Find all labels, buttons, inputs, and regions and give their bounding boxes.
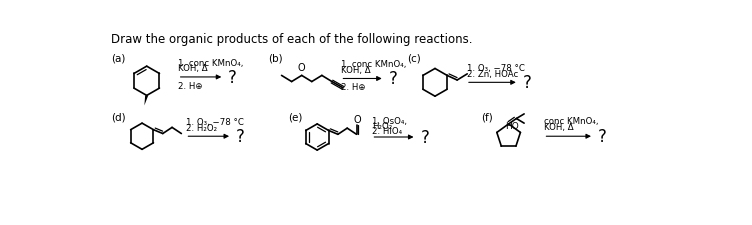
Text: (a): (a)	[111, 53, 126, 63]
Text: 2. H⊕: 2. H⊕	[341, 83, 366, 92]
Text: ?: ?	[228, 69, 237, 87]
Text: H₂O₂: H₂O₂	[372, 122, 393, 130]
Text: ?: ?	[598, 128, 607, 146]
Text: 1. O₃, −78 °C: 1. O₃, −78 °C	[186, 118, 244, 127]
Text: ?: ?	[523, 74, 532, 92]
Text: (d): (d)	[111, 112, 126, 122]
Text: 1. conc KMnO₄,: 1. conc KMnO₄,	[178, 59, 244, 68]
Text: 1. O₃, −78 °C: 1. O₃, −78 °C	[467, 64, 525, 73]
Text: O: O	[353, 114, 361, 124]
Text: 2. H₂O₂: 2. H₂O₂	[186, 123, 217, 132]
Text: conc KMnO₄,: conc KMnO₄,	[544, 117, 599, 126]
Polygon shape	[144, 96, 148, 106]
Text: Draw the organic products of each of the following reactions.: Draw the organic products of each of the…	[111, 33, 472, 46]
Text: 2. Zn, HOAc: 2. Zn, HOAc	[467, 69, 518, 78]
Text: KOH, Δ: KOH, Δ	[544, 122, 574, 131]
Text: 2. H⊕: 2. H⊕	[178, 81, 203, 90]
Text: 1. conc KMnO₄,: 1. conc KMnO₄,	[341, 60, 407, 69]
Text: 1. OsO₄,: 1. OsO₄,	[372, 116, 408, 125]
Text: O: O	[297, 62, 305, 72]
Text: (f): (f)	[481, 112, 493, 122]
Text: (c): (c)	[407, 53, 421, 63]
Text: HO: HO	[505, 122, 519, 130]
Text: ?: ?	[389, 70, 397, 88]
Text: ?: ?	[236, 128, 244, 146]
Text: (e): (e)	[288, 112, 302, 122]
Text: KOH, Δ: KOH, Δ	[178, 64, 208, 73]
Text: ?: ?	[420, 128, 429, 146]
Text: (b): (b)	[268, 53, 283, 63]
Text: KOH, Δ: KOH, Δ	[341, 65, 371, 74]
Text: 2. HIO₄: 2. HIO₄	[372, 127, 402, 136]
